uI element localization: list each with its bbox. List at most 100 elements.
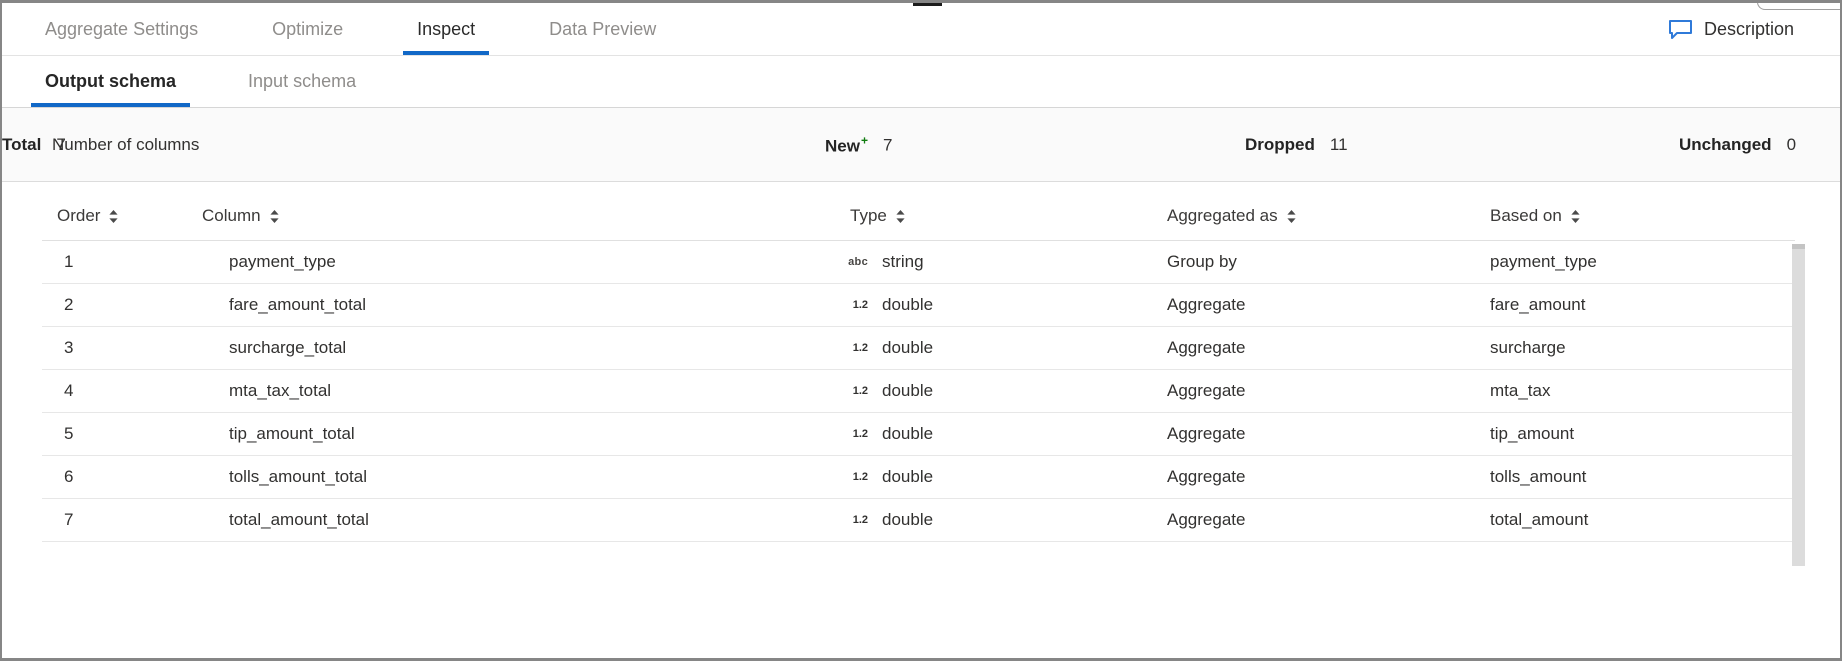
- type-label: double: [882, 467, 934, 486]
- column-name-cell: fare_amount_total: [229, 295, 367, 314]
- tab-aggregate-settings[interactable]: Aggregate Settings: [31, 3, 212, 55]
- schema-tab-label: Input schema: [248, 71, 357, 91]
- header-based-on[interactable]: Based on: [1486, 206, 1795, 226]
- sort-icon[interactable]: [269, 209, 279, 223]
- column-header-label: Order: [57, 206, 101, 225]
- summary-stat-dropped: Dropped 11: [1245, 135, 1348, 155]
- tab-label: Inspect: [417, 18, 476, 39]
- scrollbar-thumb-cap: [1792, 244, 1805, 249]
- tab-optimize[interactable]: Optimize: [258, 3, 357, 55]
- type-label: double: [882, 510, 934, 529]
- type-cell: abc string: [812, 252, 1162, 272]
- order-cell: 5: [64, 424, 74, 443]
- type-cell: 1.2 double: [812, 295, 1162, 315]
- based-on-cell: fare_amount: [1490, 295, 1586, 314]
- number-of-columns-label: Number of columns: [52, 134, 200, 154]
- stat-label: Dropped: [1245, 134, 1315, 154]
- type-cell: 1.2 double: [812, 467, 1162, 487]
- order-cell: 6: [64, 467, 74, 486]
- aggregated-as-cell: Aggregate: [1167, 338, 1246, 357]
- sort-icon[interactable]: [1571, 209, 1580, 223]
- aggregated-as-cell: Group by: [1167, 252, 1237, 271]
- column-name-cell: mta_tax_total: [229, 381, 332, 400]
- aggregated-as-cell: Aggregate: [1167, 510, 1246, 529]
- type-string-icon: abc: [848, 256, 868, 268]
- header-column[interactable]: Column: [192, 206, 812, 226]
- type-label: double: [882, 338, 934, 357]
- based-on-cell: surcharge: [1490, 338, 1566, 357]
- table-row: 6 tolls_amount_total 1.2 double Aggregat…: [42, 456, 1795, 499]
- based-on-cell: mta_tax: [1490, 381, 1551, 400]
- table-header-row: Order Column Type Aggregated as Based on: [42, 192, 1795, 241]
- tab-data-preview[interactable]: Data Preview: [535, 3, 670, 55]
- sort-icon[interactable]: [1286, 209, 1296, 223]
- tab-label: Aggregate Settings: [45, 18, 199, 39]
- aggregated-as-cell: Aggregate: [1167, 295, 1246, 314]
- type-label: double: [882, 381, 934, 400]
- column-header-label: Based on: [1490, 206, 1562, 225]
- order-cell: 4: [64, 381, 74, 400]
- description-label: Description: [1703, 18, 1794, 39]
- top-edge-fragment: [913, 3, 942, 6]
- type-label: double: [882, 295, 934, 314]
- type-number-icon: 1.2: [852, 299, 868, 311]
- stat-value: 0: [1786, 134, 1797, 154]
- based-on-cell: tip_amount: [1490, 424, 1575, 443]
- type-cell: 1.2 double: [812, 338, 1162, 358]
- schema-table: Order Column Type Aggregated as Based on: [42, 192, 1795, 542]
- table-row: 3 surcharge_total 1.2 double Aggregate s…: [42, 327, 1795, 370]
- type-number-icon: 1.2: [852, 471, 868, 483]
- type-label: double: [882, 424, 934, 443]
- aggregated-as-cell: Aggregate: [1167, 424, 1246, 443]
- comment-icon: [1668, 19, 1693, 40]
- schema-tab-output-schema[interactable]: Output schema: [31, 56, 191, 107]
- table-row: 5 tip_amount_total 1.2 double Aggregate …: [42, 413, 1795, 456]
- summary-bar: Number of columns New+ 7 Dropped 11 Unchange…: [2, 108, 1840, 182]
- type-label: string: [882, 252, 924, 271]
- order-cell: 1: [64, 252, 74, 271]
- summary-stat-total: Total 7: [2, 135, 66, 155]
- stat-label: Unchanged: [1679, 134, 1772, 154]
- tab-label: Optimize: [272, 18, 344, 39]
- stat-value: 11: [1329, 134, 1348, 154]
- header-order[interactable]: Order: [42, 206, 192, 226]
- stat-value: 7: [882, 135, 893, 155]
- transformation-tabbar: Aggregate Settings Optimize Inspect Data Pr…: [2, 3, 1840, 56]
- stat-value: 7: [56, 134, 66, 154]
- column-name-cell: surcharge_total: [229, 338, 347, 357]
- header-type[interactable]: Type: [812, 206, 1162, 226]
- table-row: 7 total_amount_total 1.2 double Aggregat…: [42, 499, 1795, 542]
- table-row: 2 fare_amount_total 1.2 double Aggregate…: [42, 284, 1795, 327]
- aggregated-as-cell: Aggregate: [1167, 467, 1246, 486]
- stat-label: Total: [2, 134, 42, 154]
- tab-inspect[interactable]: Inspect: [403, 3, 490, 55]
- schema-tab-label: Output schema: [45, 71, 177, 91]
- sort-icon[interactable]: [109, 209, 119, 223]
- type-cell: 1.2 double: [812, 510, 1162, 530]
- based-on-cell: tolls_amount: [1490, 467, 1587, 486]
- sort-icon[interactable]: [896, 209, 905, 223]
- summary-stat-new: New+ 7: [825, 133, 892, 156]
- aggregated-as-cell: Aggregate: [1167, 381, 1246, 400]
- column-name-cell: tip_amount_total: [229, 424, 355, 443]
- table-scrollbar[interactable]: [1792, 244, 1805, 566]
- description-button[interactable]: Description: [1668, 3, 1794, 55]
- new-plus-indicator: +: [860, 133, 868, 148]
- column-name-cell: payment_type: [229, 252, 336, 271]
- summary-stat-unchanged: Unchanged 0: [1679, 135, 1796, 155]
- column-name-cell: tolls_amount_total: [229, 467, 367, 486]
- based-on-cell: total_amount: [1490, 510, 1589, 529]
- header-aggregated-as[interactable]: Aggregated as: [1162, 206, 1486, 226]
- top-edge-notch: [1757, 3, 1840, 10]
- order-cell: 7: [64, 510, 74, 529]
- schema-tabbar: Output schema Input schema: [2, 56, 1840, 108]
- table-row: 1 payment_type abc string Group by payme…: [42, 241, 1795, 284]
- stat-label: New: [825, 135, 860, 155]
- table-row: 4 mta_tax_total 1.2 double Aggregate mta…: [42, 370, 1795, 413]
- type-number-icon: 1.2: [852, 514, 868, 526]
- tab-label: Data Preview: [549, 18, 657, 39]
- order-cell: 2: [64, 295, 74, 314]
- type-cell: 1.2 double: [812, 424, 1162, 444]
- schema-tab-input-schema[interactable]: Input schema: [234, 56, 370, 107]
